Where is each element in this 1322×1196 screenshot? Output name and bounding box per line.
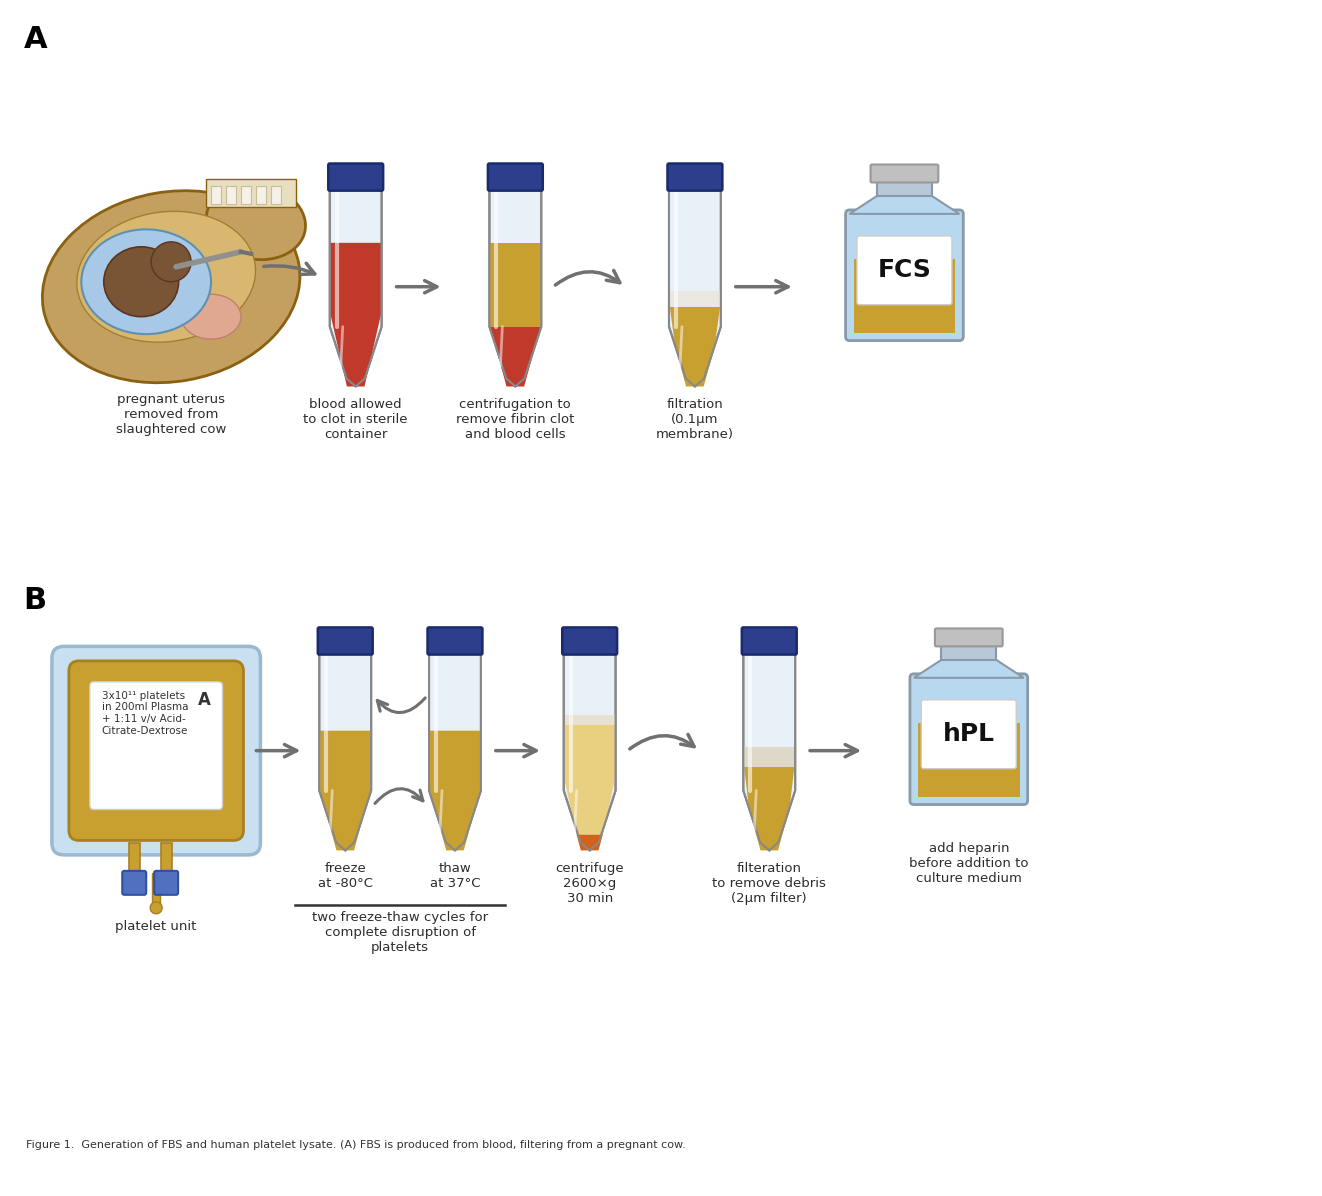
Bar xyxy=(226,185,237,203)
Text: blood allowed
to clot in sterile
container: blood allowed to clot in sterile contain… xyxy=(304,398,408,441)
Polygon shape xyxy=(329,187,382,386)
FancyBboxPatch shape xyxy=(328,164,383,190)
Polygon shape xyxy=(489,187,541,386)
Text: B: B xyxy=(24,586,46,615)
Bar xyxy=(256,185,266,203)
FancyBboxPatch shape xyxy=(52,646,260,855)
Polygon shape xyxy=(850,196,960,214)
Polygon shape xyxy=(914,660,1023,678)
Ellipse shape xyxy=(82,230,212,334)
Polygon shape xyxy=(430,731,480,850)
FancyBboxPatch shape xyxy=(846,210,964,341)
Text: thaw
at 37°C: thaw at 37°C xyxy=(430,862,480,890)
Text: pregnant uterus
removed from
slaughtered cow: pregnant uterus removed from slaughtered… xyxy=(116,393,226,437)
Polygon shape xyxy=(564,725,615,835)
Bar xyxy=(128,843,140,874)
Ellipse shape xyxy=(104,246,178,317)
Text: two freeze-thaw cycles for
complete disruption of
platelets: two freeze-thaw cycles for complete disr… xyxy=(312,911,488,954)
Bar xyxy=(161,843,172,874)
Bar xyxy=(876,181,932,196)
FancyBboxPatch shape xyxy=(155,871,178,895)
Polygon shape xyxy=(320,651,371,850)
Ellipse shape xyxy=(181,294,241,340)
Polygon shape xyxy=(564,715,615,725)
Ellipse shape xyxy=(206,184,305,260)
Polygon shape xyxy=(744,767,795,850)
Bar xyxy=(941,645,997,660)
FancyBboxPatch shape xyxy=(935,628,1002,646)
FancyBboxPatch shape xyxy=(871,165,939,183)
FancyBboxPatch shape xyxy=(122,871,147,895)
Text: 3x10¹¹ platelets
in 200ml Plasma
+ 1:11 v/v Acid-
Citrate-Dextrose: 3x10¹¹ platelets in 200ml Plasma + 1:11 … xyxy=(102,691,188,736)
Text: add heparin
before addition to
culture medium: add heparin before addition to culture m… xyxy=(910,842,1029,885)
Text: freeze
at -80°C: freeze at -80°C xyxy=(317,862,373,890)
FancyBboxPatch shape xyxy=(910,673,1027,805)
FancyBboxPatch shape xyxy=(69,661,243,841)
FancyBboxPatch shape xyxy=(562,628,617,654)
Circle shape xyxy=(151,242,192,282)
Text: A: A xyxy=(24,25,48,54)
Circle shape xyxy=(151,902,163,914)
Ellipse shape xyxy=(77,212,255,342)
Polygon shape xyxy=(744,746,795,767)
Bar xyxy=(271,185,280,203)
Text: A: A xyxy=(198,691,210,709)
FancyBboxPatch shape xyxy=(857,236,952,305)
Bar xyxy=(854,260,956,332)
Bar xyxy=(241,185,251,203)
Polygon shape xyxy=(563,651,616,850)
Polygon shape xyxy=(430,651,481,850)
Polygon shape xyxy=(670,306,720,386)
Polygon shape xyxy=(576,835,603,850)
Ellipse shape xyxy=(42,190,300,383)
Text: filteration
to remove debris
(2μm filter): filteration to remove debris (2μm filter… xyxy=(713,862,826,905)
Polygon shape xyxy=(743,651,796,850)
Text: filtration
(0.1μm
membrane): filtration (0.1μm membrane) xyxy=(656,398,734,441)
Bar xyxy=(152,873,160,908)
Bar xyxy=(212,185,221,203)
Polygon shape xyxy=(330,243,381,386)
Polygon shape xyxy=(320,731,370,850)
Text: centrifuge
2600×g
30 min: centrifuge 2600×g 30 min xyxy=(555,862,624,905)
FancyBboxPatch shape xyxy=(488,164,543,190)
Polygon shape xyxy=(669,187,720,386)
FancyBboxPatch shape xyxy=(742,628,797,654)
Text: platelet unit: platelet unit xyxy=(115,920,197,933)
FancyBboxPatch shape xyxy=(921,700,1017,769)
Text: hPL: hPL xyxy=(943,722,994,746)
Text: FCS: FCS xyxy=(878,258,932,282)
Polygon shape xyxy=(670,291,720,306)
FancyBboxPatch shape xyxy=(90,682,222,810)
FancyBboxPatch shape xyxy=(427,628,483,654)
Text: Figure 1.  Generation of FBS and human platelet lysate. (A) FBS is produced from: Figure 1. Generation of FBS and human pl… xyxy=(26,1140,686,1149)
Polygon shape xyxy=(490,243,541,327)
Bar xyxy=(917,722,1019,797)
Polygon shape xyxy=(490,327,541,386)
FancyBboxPatch shape xyxy=(668,164,722,190)
Text: centrifugation to
remove fibrin clot
and blood cells: centrifugation to remove fibrin clot and… xyxy=(456,398,575,441)
Bar xyxy=(206,179,296,207)
FancyBboxPatch shape xyxy=(317,628,373,654)
